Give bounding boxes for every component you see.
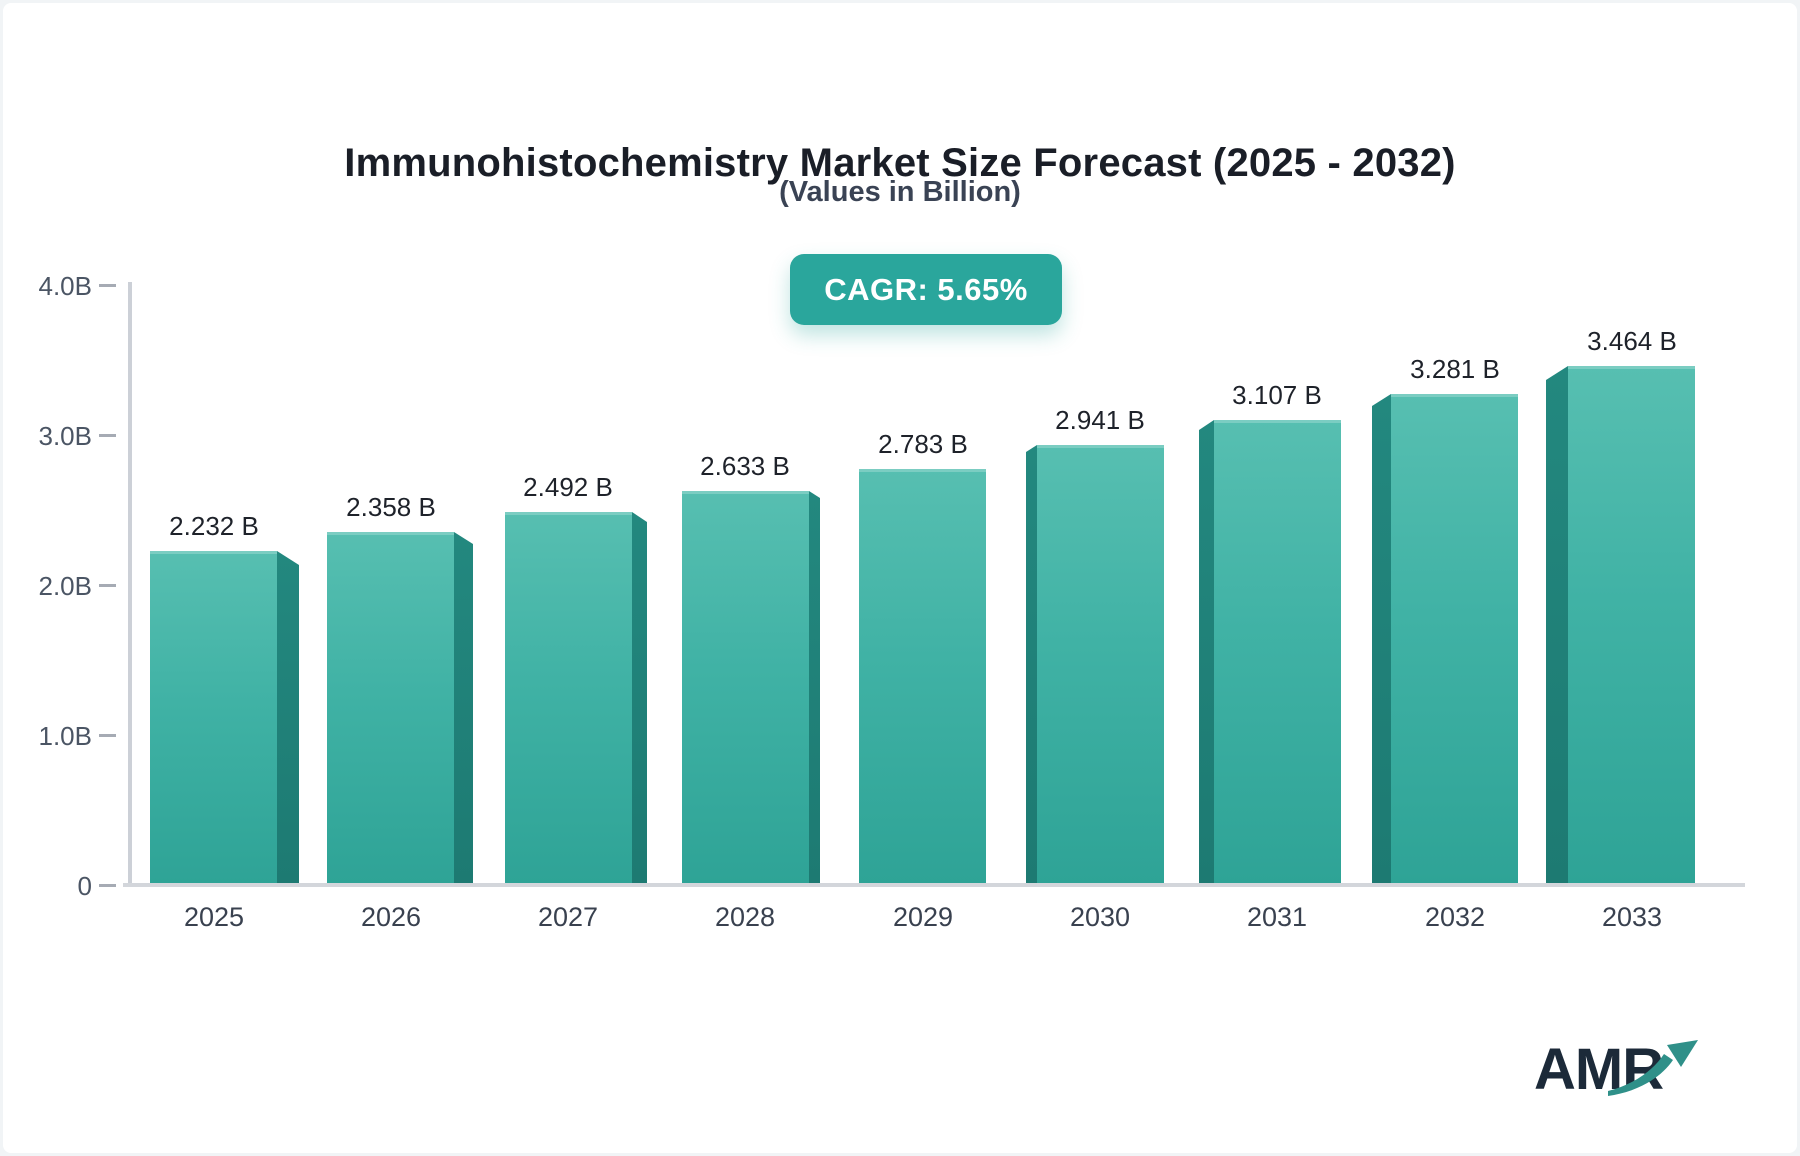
bar-2031: [1214, 420, 1341, 886]
y-axis-tick-label: 2.0B: [38, 571, 93, 601]
bar-3d-side: [809, 491, 820, 886]
bar-2033: [1568, 366, 1695, 886]
bar-value-label: 3.464 B: [1587, 326, 1677, 356]
y-axis-tick-mark: [99, 734, 116, 737]
bar-3d-side: [277, 551, 299, 886]
cagr-badge-label: CAGR: 5.65%: [824, 271, 1028, 307]
bar-3d-side: [454, 532, 473, 886]
bar-value-label: 2.941 B: [1055, 405, 1145, 435]
x-axis-label-2033: 2033: [1601, 902, 1663, 932]
bar-2030: [1037, 445, 1164, 886]
bar-3d-side: [1026, 445, 1037, 886]
amr-logo-text: AMR: [1534, 1037, 1664, 1102]
x-axis-label-2027: 2027: [537, 902, 599, 932]
bar-2027: [505, 512, 632, 886]
y-axis-tick-mark: [99, 884, 116, 887]
bar-2026: [327, 532, 454, 886]
x-axis-line: [123, 883, 1745, 887]
bar-value-label: 2.492 B: [523, 472, 613, 502]
bar-value-label: 2.783 B: [878, 429, 968, 459]
bar-3d-side: [1199, 420, 1214, 886]
bar-3d-side: [632, 512, 647, 886]
x-axis-label-2026: 2026: [360, 902, 422, 932]
bar-value-label: 3.281 B: [1410, 354, 1500, 384]
y-axis-line: [128, 282, 132, 886]
cagr-badge: CAGR: 5.65%: [790, 254, 1062, 325]
chart-title: Immunohistochemistry Market Size Forecas…: [344, 140, 1456, 185]
x-axis-label-2032: 2032: [1424, 902, 1486, 932]
bar-3d-side: [1372, 394, 1391, 886]
y-axis-tick-mark: [99, 434, 116, 437]
y-axis-tick-label: 3.0B: [38, 421, 93, 451]
bar-value-label: 3.107 B: [1232, 380, 1322, 410]
x-axis-label-2029: 2029: [892, 902, 954, 932]
bar-2025: [150, 551, 277, 886]
bar-3d-side: [1546, 366, 1568, 886]
bar-2028: [682, 491, 809, 886]
y-axis-tick-label: 1.0B: [38, 721, 93, 751]
x-axis-label-2030: 2030: [1069, 902, 1131, 932]
y-axis-tick-mark: [99, 284, 116, 287]
x-axis-label-2031: 2031: [1246, 902, 1308, 932]
trend-up-arrow-icon: [1608, 1040, 1698, 1096]
x-axis-label-2028: 2028: [714, 902, 776, 932]
bar-value-label: 2.358 B: [346, 492, 436, 522]
x-axis-label-2025: 2025: [183, 902, 245, 932]
y-axis-tick-label: 0: [77, 871, 92, 901]
amr-logo: AMR: [1534, 1030, 1744, 1120]
bar-value-label: 2.232 B: [169, 511, 259, 541]
y-axis-tick-mark: [99, 584, 116, 587]
y-axis-tick-label: 4.0B: [38, 271, 93, 301]
bar-2032: [1391, 394, 1518, 886]
bar-2029: [859, 469, 986, 886]
chart-subtitle: (Values in Billion): [779, 176, 1021, 208]
bar-value-label: 2.633 B: [700, 451, 790, 481]
